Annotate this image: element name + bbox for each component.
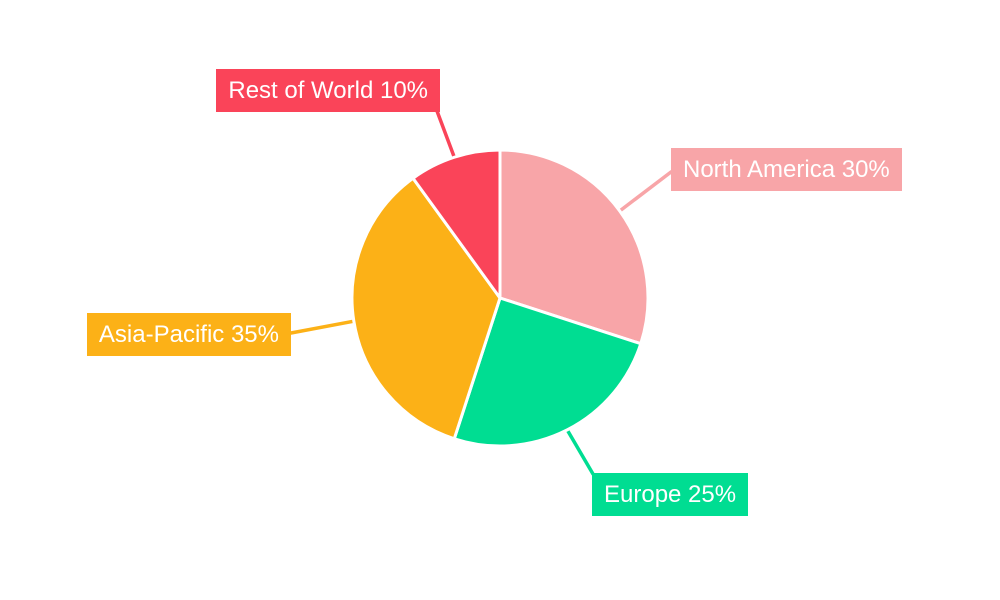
leader-line-rest-of-world <box>435 109 457 159</box>
leader-line-asia-pacific <box>289 319 356 335</box>
pie-slice-rest-of-world[interactable] <box>411 148 502 300</box>
pie-slice-europe[interactable] <box>452 296 643 448</box>
pie-slice-north-america[interactable] <box>498 148 650 346</box>
leader-line-europe <box>565 428 595 476</box>
slice-label-asia-pacific: Asia-Pacific 35% <box>86 313 291 356</box>
leader-line-north-america <box>617 170 673 213</box>
slice-label-rest-of-world: Rest of World 10% <box>216 69 440 112</box>
pie-slice-asia-pacific[interactable] <box>350 176 502 441</box>
slice-label-north-america: North America 30% <box>671 148 902 191</box>
slice-label-europe: Europe 25% <box>592 473 749 516</box>
